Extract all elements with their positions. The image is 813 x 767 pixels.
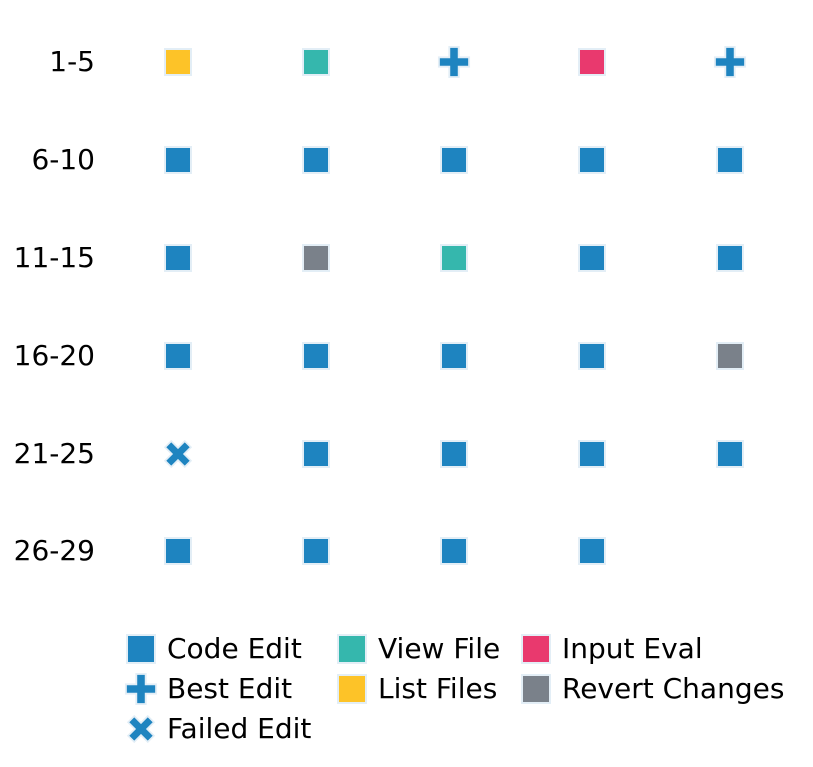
grid-marker-code-edit-icon <box>716 440 744 468</box>
row-label: 21-25 <box>13 437 95 470</box>
grid-marker-code-edit-icon <box>578 146 606 174</box>
grid-marker-list-files-icon <box>164 48 192 76</box>
grid-marker-failed-edit-icon <box>162 438 193 469</box>
legend-item-failed-edit: Failed Edit <box>126 713 311 745</box>
plus-swatch-icon <box>124 672 158 706</box>
legend-label: Failed Edit <box>167 712 312 745</box>
legend-label: View File <box>378 632 501 665</box>
square-swatch-icon <box>337 634 367 664</box>
grid-marker-revert-changes-icon <box>716 342 744 370</box>
grid-marker-code-edit-icon <box>578 440 606 468</box>
grid-marker-code-edit-icon <box>440 146 468 174</box>
grid-marker-code-edit-icon <box>164 537 192 565</box>
row-label: 26-29 <box>13 534 95 567</box>
legend-label: List Files <box>378 672 498 705</box>
grid-marker-code-edit-icon <box>716 244 744 272</box>
row-label: 11-15 <box>13 241 95 274</box>
grid-marker-code-edit-icon <box>440 342 468 370</box>
grid-marker-view-file-icon <box>302 48 330 76</box>
row-label: 6-10 <box>31 143 95 176</box>
grid-marker-best-edit-icon <box>713 45 747 79</box>
legend-item-list-files: List Files <box>337 673 497 705</box>
square-swatch-icon <box>337 674 367 704</box>
grid-marker-input-eval-icon <box>578 48 606 76</box>
grid-marker-code-edit-icon <box>164 244 192 272</box>
legend-item-revert-changes: Revert Changes <box>521 673 784 705</box>
grid-marker-code-edit-icon <box>578 244 606 272</box>
square-swatch-icon <box>126 634 156 664</box>
grid-marker-code-edit-icon <box>440 537 468 565</box>
legend-label: Revert Changes <box>562 672 785 705</box>
grid-marker-code-edit-icon <box>164 342 192 370</box>
grid-marker-revert-changes-icon <box>302 244 330 272</box>
x-swatch-icon <box>126 714 156 744</box>
grid-marker-code-edit-icon <box>302 440 330 468</box>
legend-label: Input Eval <box>562 632 703 665</box>
grid-marker-code-edit-icon <box>302 537 330 565</box>
grid-marker-view-file-icon <box>440 244 468 272</box>
legend-item-code-edit: Code Edit <box>126 633 302 665</box>
grid-marker-code-edit-icon <box>302 146 330 174</box>
row-label: 1-5 <box>49 45 95 78</box>
legend-item-input-eval: Input Eval <box>521 633 703 665</box>
legend-label: Code Edit <box>167 632 302 665</box>
row-label: 16-20 <box>13 339 95 372</box>
grid-marker-code-edit-icon <box>578 342 606 370</box>
legend-item-view-file: View File <box>337 633 500 665</box>
grid-marker-code-edit-icon <box>716 146 744 174</box>
grid-marker-best-edit-icon <box>437 45 471 79</box>
grid-marker-code-edit-icon <box>164 146 192 174</box>
legend-label: Best Edit <box>167 672 293 705</box>
square-swatch-icon <box>521 634 551 664</box>
grid-marker-code-edit-icon <box>440 440 468 468</box>
grid-marker-code-edit-icon <box>578 537 606 565</box>
square-swatch-icon <box>521 674 551 704</box>
legend-item-best-edit: Best Edit <box>124 672 293 706</box>
grid-marker-code-edit-icon <box>302 342 330 370</box>
